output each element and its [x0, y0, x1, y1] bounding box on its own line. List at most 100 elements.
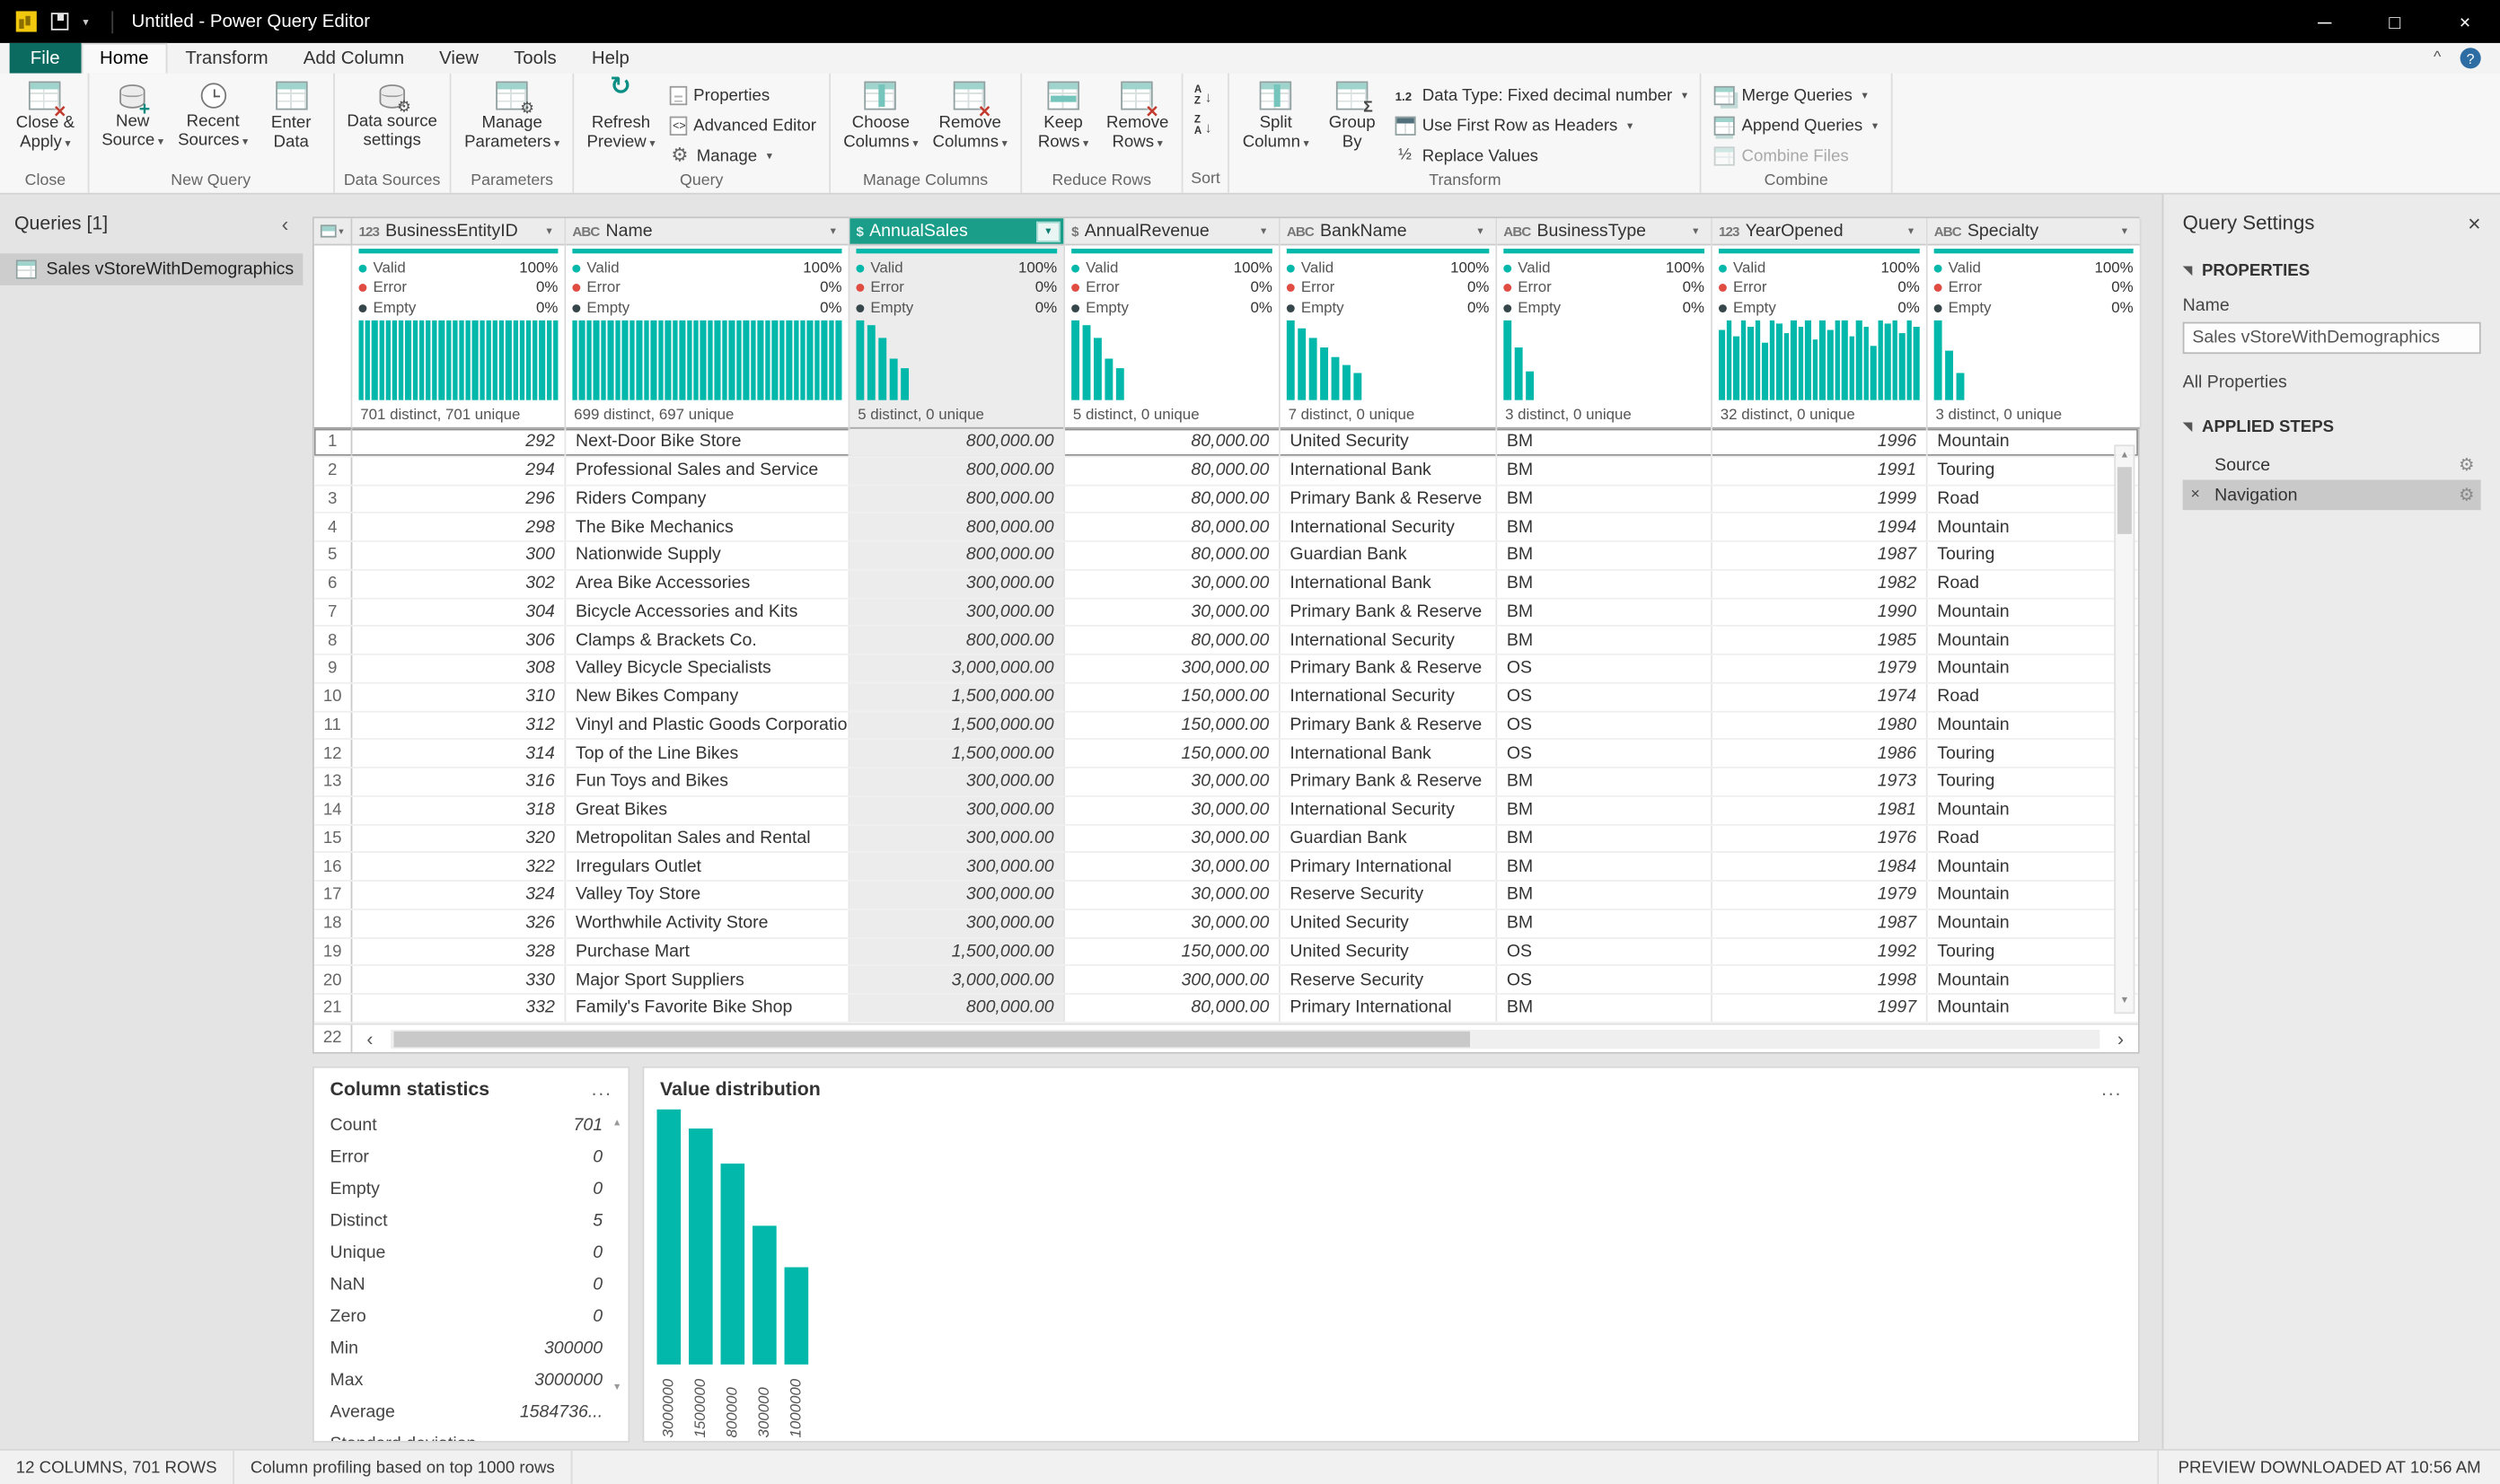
- grid-cell[interactable]: 300,000.00: [849, 824, 1066, 852]
- applied-step[interactable]: × Navigation ⚙: [2182, 479, 2481, 511]
- grid-cell[interactable]: 1979: [1712, 881, 1928, 909]
- grid-cell[interactable]: 298: [352, 514, 567, 540]
- grid-cell[interactable]: 1999: [1712, 485, 1928, 513]
- grid-cell[interactable]: Primary Bank & Reserve: [1281, 485, 1498, 513]
- row-number[interactable]: 11: [314, 711, 353, 739]
- grid-cell[interactable]: 80,000.00: [1065, 994, 1281, 1022]
- grid-cell[interactable]: 306: [352, 627, 567, 654]
- filter-icon[interactable]: ▾: [1036, 220, 1061, 241]
- grid-cell[interactable]: 1987: [1712, 541, 1928, 569]
- horizontal-scrollbar[interactable]: [390, 1029, 2100, 1049]
- query-list-item[interactable]: Sales vStoreWithDemographics: [0, 253, 304, 285]
- advanced-editor-button[interactable]: Advanced Editor: [665, 111, 821, 140]
- grid-cell[interactable]: 30,000.00: [1065, 796, 1281, 824]
- grid-cell[interactable]: 1990: [1712, 598, 1928, 626]
- grid-cell[interactable]: Guardian Bank: [1281, 541, 1498, 569]
- ribbon-tab[interactable]: Home: [80, 42, 168, 74]
- new-source-button[interactable]: New Source▾: [97, 78, 169, 171]
- grid-cell[interactable]: 1,500,000.00: [849, 683, 1066, 710]
- ribbon-tab[interactable]: Transform: [185, 48, 268, 68]
- help-icon[interactable]: ?: [2460, 48, 2481, 69]
- grid-cell[interactable]: Mountain: [1928, 627, 2138, 654]
- grid-cell[interactable]: Primary International: [1281, 853, 1498, 881]
- properties-button[interactable]: Properties: [665, 82, 821, 110]
- grid-cell[interactable]: Clamps & Brackets Co.: [566, 627, 850, 654]
- grid-cell[interactable]: 150,000.00: [1065, 683, 1281, 710]
- row-number[interactable]: 9: [314, 654, 353, 682]
- grid-cell[interactable]: Road: [1928, 825, 2138, 852]
- grid-cell[interactable]: International Security: [1281, 627, 1498, 654]
- row-number[interactable]: 1: [314, 428, 353, 456]
- grid-cell[interactable]: International Bank: [1281, 457, 1498, 484]
- grid-cell[interactable]: Worthwhile Activity Store: [566, 909, 850, 937]
- step-settings-gear-icon[interactable]: ⚙: [2459, 486, 2475, 505]
- grid-cell[interactable]: BM: [1497, 627, 1712, 654]
- row-number[interactable]: 3: [314, 485, 353, 513]
- grid-cell[interactable]: 30,000.00: [1065, 768, 1281, 795]
- data-source-settings-button[interactable]: Data source settings: [342, 78, 442, 171]
- grid-cell[interactable]: OS: [1497, 711, 1712, 739]
- grid-cell[interactable]: Mountain: [1928, 995, 2138, 1022]
- ribbon-tab[interactable]: View: [439, 48, 480, 68]
- grid-cell[interactable]: 326: [352, 909, 567, 937]
- query-name-input[interactable]: [2182, 321, 2481, 355]
- applied-steps-section-header[interactable]: APPLIED STEPS: [2182, 417, 2481, 436]
- column-header[interactable]: ABC Specialty ▾: [1927, 218, 2140, 246]
- grid-cell[interactable]: New Bikes Company: [566, 683, 850, 710]
- grid-cell[interactable]: Mountain: [1928, 429, 2138, 456]
- grid-cell[interactable]: Area Bike Accessories: [566, 570, 850, 597]
- grid-cell[interactable]: Valley Bicycle Specialists: [566, 654, 850, 682]
- filter-icon[interactable]: ▾: [1693, 226, 1699, 238]
- grid-cell[interactable]: 1996: [1712, 428, 1928, 456]
- grid-cell[interactable]: 30,000.00: [1065, 598, 1281, 626]
- grid-cell[interactable]: 1979: [1712, 654, 1928, 682]
- replace-values-button[interactable]: Replace Values: [1390, 142, 1692, 171]
- grid-cell[interactable]: 300,000.00: [849, 598, 1066, 626]
- sort-descending-button[interactable]: ↓: [1191, 115, 1215, 139]
- grid-cell[interactable]: OS: [1497, 654, 1712, 682]
- enter-data-button[interactable]: Enter Data: [258, 78, 325, 171]
- row-number[interactable]: 8: [314, 627, 353, 654]
- grid-cell[interactable]: 300,000.00: [1065, 966, 1281, 994]
- close-panel-icon[interactable]: ×: [2468, 210, 2481, 236]
- grid-cell[interactable]: Touring: [1928, 542, 2138, 569]
- grid-cell[interactable]: 292: [352, 428, 567, 456]
- grid-cell[interactable]: 1997: [1712, 994, 1928, 1022]
- grid-cell[interactable]: 80,000.00: [1065, 457, 1281, 484]
- grid-cell[interactable]: BM: [1497, 994, 1712, 1022]
- close-button[interactable]: ×: [2459, 10, 2471, 33]
- filter-icon[interactable]: ▾: [2121, 226, 2127, 238]
- grid-cell[interactable]: BM: [1497, 514, 1712, 540]
- scroll-up-icon[interactable]: ▲: [612, 1119, 622, 1129]
- grid-cell[interactable]: 1,500,000.00: [849, 937, 1066, 965]
- grid-cell[interactable]: BM: [1497, 428, 1712, 456]
- row-number[interactable]: 13: [314, 768, 353, 795]
- grid-cell[interactable]: 80,000.00: [1065, 485, 1281, 513]
- grid-cell[interactable]: 1986: [1712, 740, 1928, 768]
- grid-cell[interactable]: BM: [1497, 796, 1712, 824]
- grid-cell[interactable]: 800,000.00: [849, 485, 1066, 513]
- row-number[interactable]: 15: [314, 824, 353, 852]
- grid-cell[interactable]: BM: [1497, 485, 1712, 513]
- grid-cell[interactable]: 1991: [1712, 457, 1928, 484]
- grid-cell[interactable]: 320: [352, 824, 567, 852]
- merge-queries-button[interactable]: Merge Queries ▾: [1710, 82, 1882, 110]
- grid-cell[interactable]: 150,000.00: [1065, 937, 1281, 965]
- grid-cell[interactable]: Road: [1928, 683, 2138, 710]
- grid-cell[interactable]: BM: [1497, 457, 1712, 484]
- grid-cell[interactable]: United Security: [1281, 937, 1498, 965]
- tab-file[interactable]: File: [9, 42, 81, 74]
- choose-columns-button[interactable]: Choose Columns ▾: [839, 78, 923, 171]
- column-header[interactable]: ABC BusinessType ▾: [1497, 218, 1712, 246]
- manage-parameters-button[interactable]: Manage Parameters▾: [460, 78, 565, 171]
- grid-cell[interactable]: Touring: [1928, 740, 2138, 767]
- grid-cell[interactable]: BM: [1497, 909, 1712, 937]
- ribbon-tab[interactable]: Add Column: [303, 48, 405, 68]
- use-first-row-as-headers-button[interactable]: Use First Row as Headers ▾: [1390, 111, 1692, 140]
- scroll-down-icon[interactable]: ▼: [2119, 996, 2130, 1006]
- filter-icon[interactable]: ▾: [1260, 226, 1267, 238]
- step-settings-gear-icon[interactable]: ⚙: [2459, 455, 2475, 476]
- grid-cell[interactable]: International Security: [1281, 683, 1498, 710]
- row-number[interactable]: 20: [314, 966, 353, 994]
- grid-cell[interactable]: United Security: [1281, 428, 1498, 456]
